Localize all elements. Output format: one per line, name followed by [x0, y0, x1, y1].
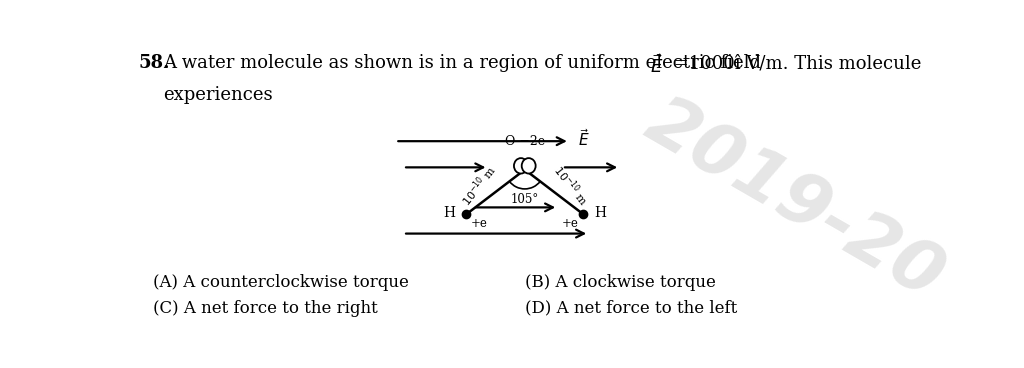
Text: $\vec{E}$: $\vec{E}$: [649, 54, 663, 77]
Text: =1000î V/m. This molecule: =1000î V/m. This molecule: [669, 54, 922, 72]
Text: 2019-20: 2019-20: [634, 88, 955, 313]
Ellipse shape: [521, 158, 536, 174]
Text: O −2e: O −2e: [505, 135, 545, 148]
Text: $\vec{E}$: $\vec{E}$: [578, 128, 589, 149]
Ellipse shape: [514, 158, 528, 174]
Text: (B) A clockwise torque: (B) A clockwise torque: [524, 274, 716, 291]
Text: (A) A counterclockwise torque: (A) A counterclockwise torque: [153, 274, 409, 291]
Text: $10^{-10}$ m: $10^{-10}$ m: [550, 162, 592, 209]
Text: 105°: 105°: [511, 193, 539, 206]
Text: +e: +e: [562, 217, 579, 230]
Text: +e: +e: [471, 217, 487, 230]
Text: $10^{-10}$ m: $10^{-10}$ m: [458, 162, 500, 209]
Text: H: H: [594, 206, 606, 220]
Text: (D) A net force to the left: (D) A net force to the left: [524, 300, 737, 317]
Text: A water molecule as shown is in a region of uniform electric field: A water molecule as shown is in a region…: [163, 54, 767, 72]
Text: experiences: experiences: [163, 86, 272, 104]
Text: (C) A net force to the right: (C) A net force to the right: [153, 300, 378, 317]
Text: 58.: 58.: [138, 54, 170, 72]
Text: H: H: [443, 206, 456, 220]
